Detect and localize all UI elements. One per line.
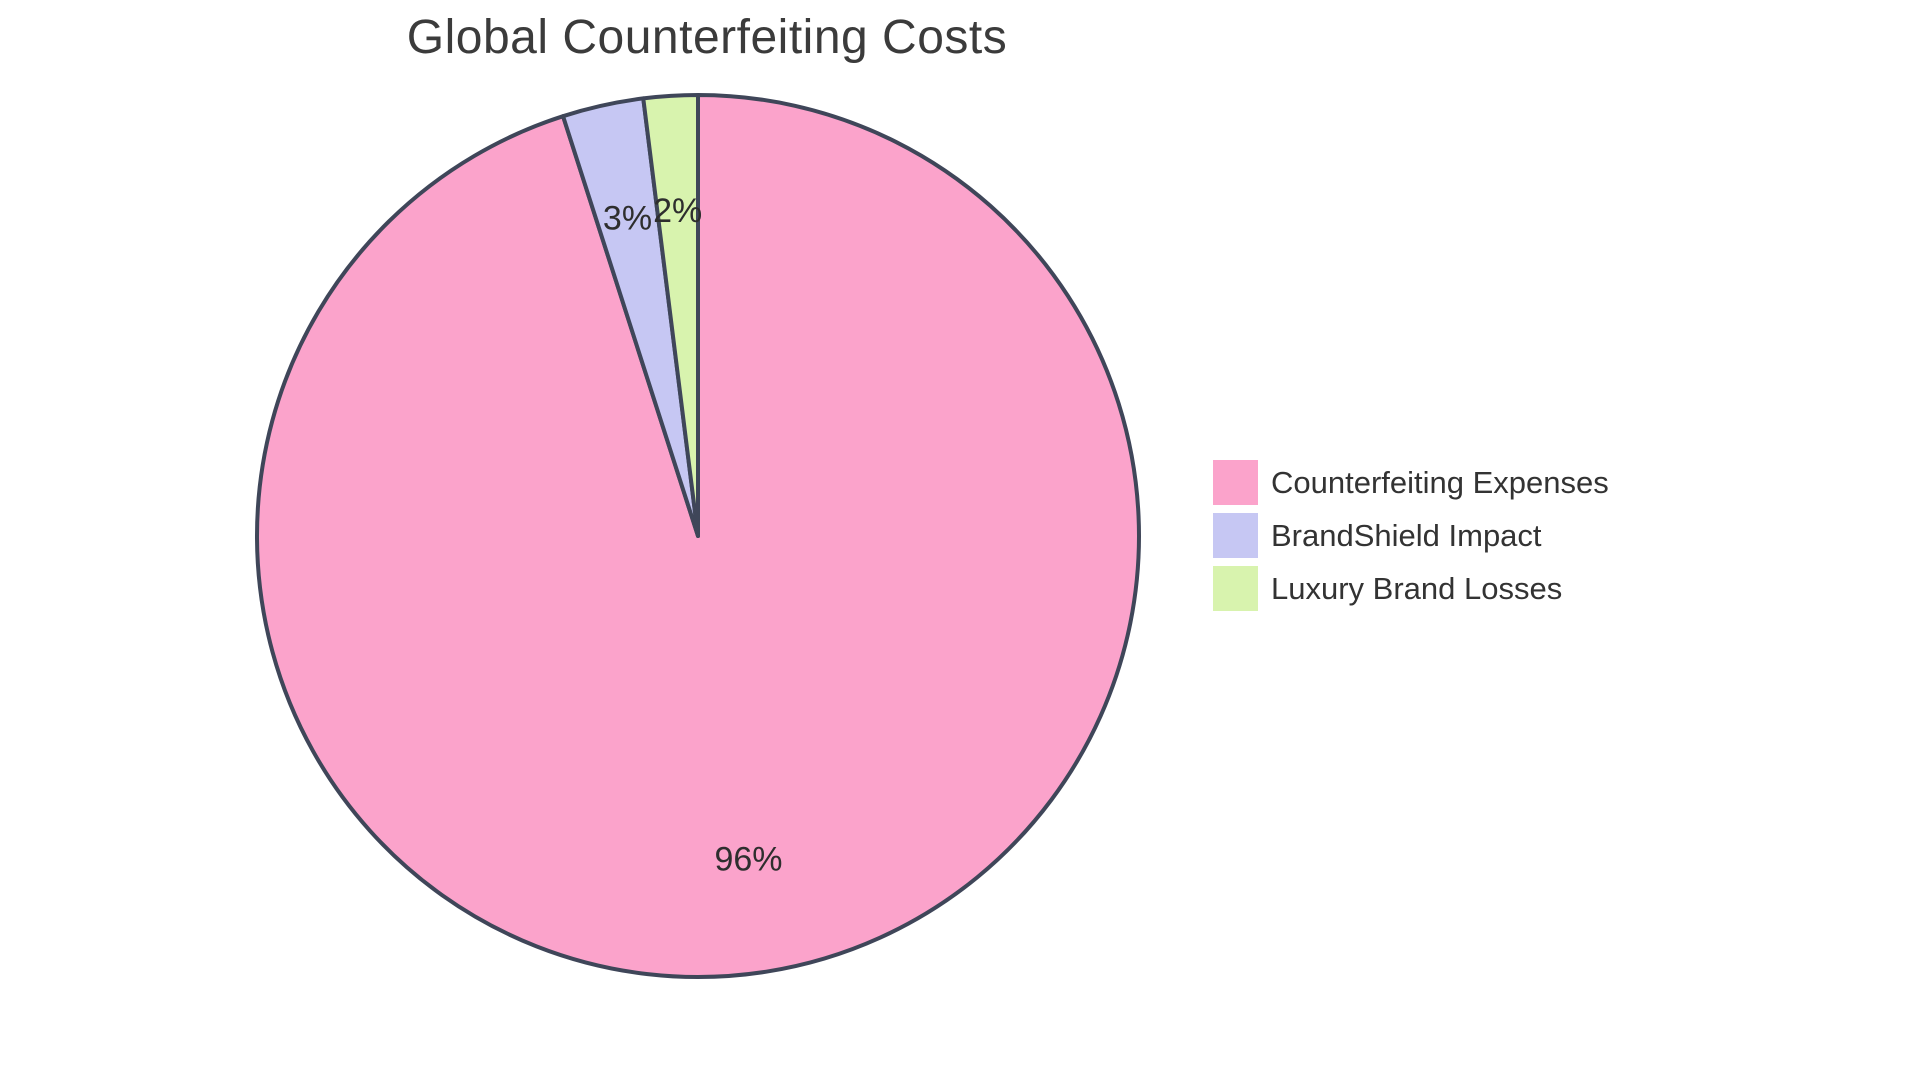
legend-label-brandshield-impact: BrandShield Impact xyxy=(1271,517,1542,553)
legend-item-brandshield-impact[interactable]: BrandShield Impact xyxy=(1213,513,1609,558)
pie-slice-luxury-brand-losses[interactable] xyxy=(641,93,700,538)
legend-item-luxury-brand-losses[interactable]: Luxury Brand Losses xyxy=(1213,566,1609,611)
legend-item-counterfeiting-expenses[interactable]: Counterfeiting Expenses xyxy=(1213,460,1609,505)
legend-label-counterfeiting-expenses: Counterfeiting Expenses xyxy=(1271,464,1609,500)
legend-swatch-counterfeiting-expenses xyxy=(1213,460,1258,505)
legend-swatch-luxury-brand-losses xyxy=(1213,566,1258,611)
pie-slice-labels: 96% 3% 2% xyxy=(603,192,783,878)
slice-percent-label-luxury-brand-losses: 2% xyxy=(653,192,702,230)
legend-swatch-brandshield-impact xyxy=(1213,513,1258,558)
slice-percent-label-brandshield-impact: 3% xyxy=(603,199,652,237)
legend-label-luxury-brand-losses: Luxury Brand Losses xyxy=(1271,570,1563,606)
legend: Counterfeiting Expenses BrandShield Impa… xyxy=(1213,460,1609,619)
pie-slices xyxy=(255,93,1141,979)
slice-percent-label-counterfeiting-expenses: 96% xyxy=(714,840,782,878)
chart-title: Global Counterfeiting Costs xyxy=(406,11,1008,64)
